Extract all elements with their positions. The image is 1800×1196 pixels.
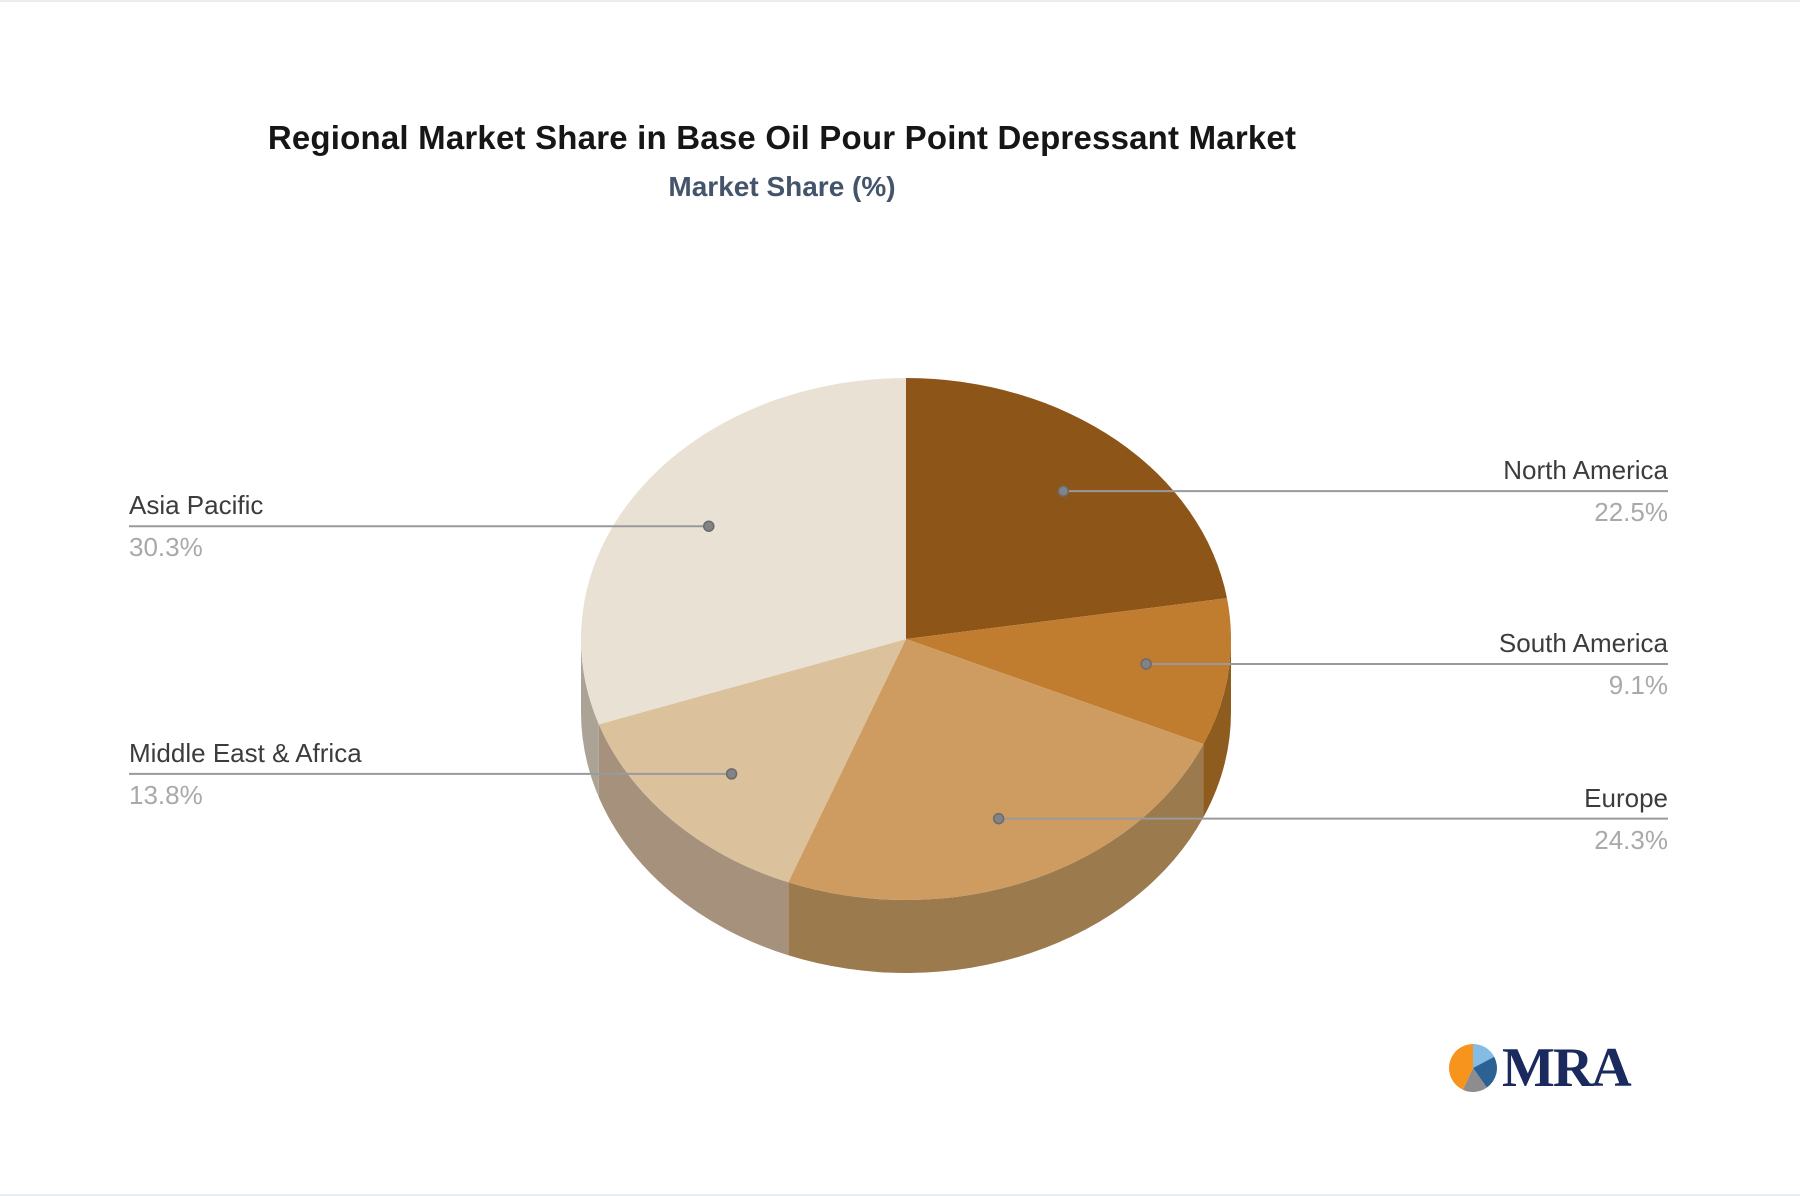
callout-middle-east-africa: Middle East & Africa 13.8% xyxy=(129,736,362,812)
pie-slice-asia-pacific xyxy=(580,378,906,725)
logo-segment-dark-blue xyxy=(1473,1056,1497,1088)
bottom-edge-divider xyxy=(0,1194,1800,1196)
logo-pie-icon xyxy=(1449,1044,1497,1092)
callout-label: South America xyxy=(1498,627,1668,658)
leader-dot-middle-east-africa xyxy=(725,768,738,780)
callout-value: 22.5% xyxy=(1594,497,1668,528)
logo-segment-orange xyxy=(1449,1044,1473,1090)
leader-dot-north-america xyxy=(1057,485,1069,497)
callout-label: Middle East & Africa xyxy=(129,737,362,768)
leader-dot-south-america xyxy=(1140,658,1152,670)
pie-slice-europe xyxy=(788,639,1204,900)
pie-slice-side-south-america xyxy=(1203,639,1231,818)
callout-asia-pacific: Asia Pacific 30.3% xyxy=(129,488,263,564)
callout-label: Asia Pacific xyxy=(129,490,264,521)
callout-europe: Europe 24.3% xyxy=(1584,781,1668,857)
chart-subtitle: Market Share (%) xyxy=(668,171,896,202)
callout-south-america: South America 9.1% xyxy=(1499,626,1668,702)
leader-dot-asia-pacific xyxy=(703,520,715,532)
pie-slice-side-europe xyxy=(788,744,1204,973)
leader-dot-europe xyxy=(992,812,1005,825)
pie-slice-side-asia-pacific xyxy=(581,639,599,798)
callout-value: 13.8% xyxy=(129,779,203,810)
pie-slice-south-america xyxy=(906,598,1231,745)
callout-value: 30.3% xyxy=(129,532,203,563)
callout-value: 24.3% xyxy=(1594,824,1668,855)
logo-segment-gray xyxy=(1462,1068,1487,1092)
logo-text: MRA xyxy=(1502,1037,1632,1099)
logo-segment-light-blue xyxy=(1473,1044,1495,1068)
callout-north-america: North America 22.5% xyxy=(1503,453,1668,529)
pie-slice-side-middle-east-africa xyxy=(598,724,789,956)
callout-label: Europe xyxy=(1584,782,1668,813)
callout-label: North America xyxy=(1503,455,1668,486)
top-edge-divider xyxy=(0,0,1800,2)
pie-slice-north-america xyxy=(906,378,1227,639)
brand-logo: MRA xyxy=(1448,1037,1632,1099)
pie-slice-middle-east-africa xyxy=(598,639,906,883)
chart-title: Regional Market Share in Base Oil Pour P… xyxy=(267,119,1297,156)
callout-value: 9.1% xyxy=(1608,669,1668,700)
